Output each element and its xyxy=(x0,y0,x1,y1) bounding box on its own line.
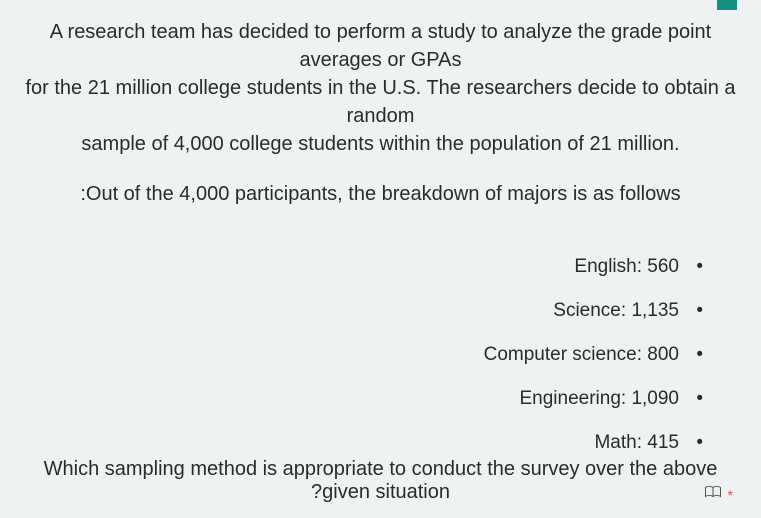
major-label: Computer science xyxy=(484,344,637,365)
question-number-badge xyxy=(717,0,737,10)
intro-line-1: A research team has decided to perform a… xyxy=(50,21,712,71)
major-label: Math xyxy=(594,432,636,453)
required-asterisk: * xyxy=(728,487,733,503)
major-label: Engineering xyxy=(519,388,620,409)
major-value: 1,090 xyxy=(631,388,679,409)
major-label: English xyxy=(574,256,636,277)
major-value: 1,135 xyxy=(631,300,679,321)
immersive-reader-icon[interactable] xyxy=(704,485,722,504)
major-value: 415 xyxy=(647,432,679,453)
major-value: 560 xyxy=(647,256,679,277)
question-content: A research team has decided to perform a… xyxy=(0,0,761,454)
majors-list: English: 560 Science: 1,135 Computer sci… xyxy=(18,256,743,454)
question-row: Which sampling method is appropriate to … xyxy=(0,458,761,504)
footer-icons: * xyxy=(704,485,733,504)
list-item: Math: 415 xyxy=(18,432,703,454)
major-value: 800 xyxy=(647,344,679,365)
question-text: Which sampling method is appropriate to … xyxy=(44,458,718,503)
major-label: Science xyxy=(553,300,621,321)
list-item: Science: 1,135 xyxy=(18,300,703,322)
list-item: Computer science: 800 xyxy=(18,344,703,366)
intro-paragraph: A research team has decided to perform a… xyxy=(18,18,743,158)
breakdown-subhead: Out of the 4,000 participants, the break… xyxy=(18,180,743,208)
intro-line-3: sample of 4,000 college students within … xyxy=(81,133,679,155)
list-item: English: 560 xyxy=(18,256,703,278)
intro-line-2: for the 21 million college students in t… xyxy=(25,77,735,127)
list-item: Engineering: 1,090 xyxy=(18,388,703,410)
